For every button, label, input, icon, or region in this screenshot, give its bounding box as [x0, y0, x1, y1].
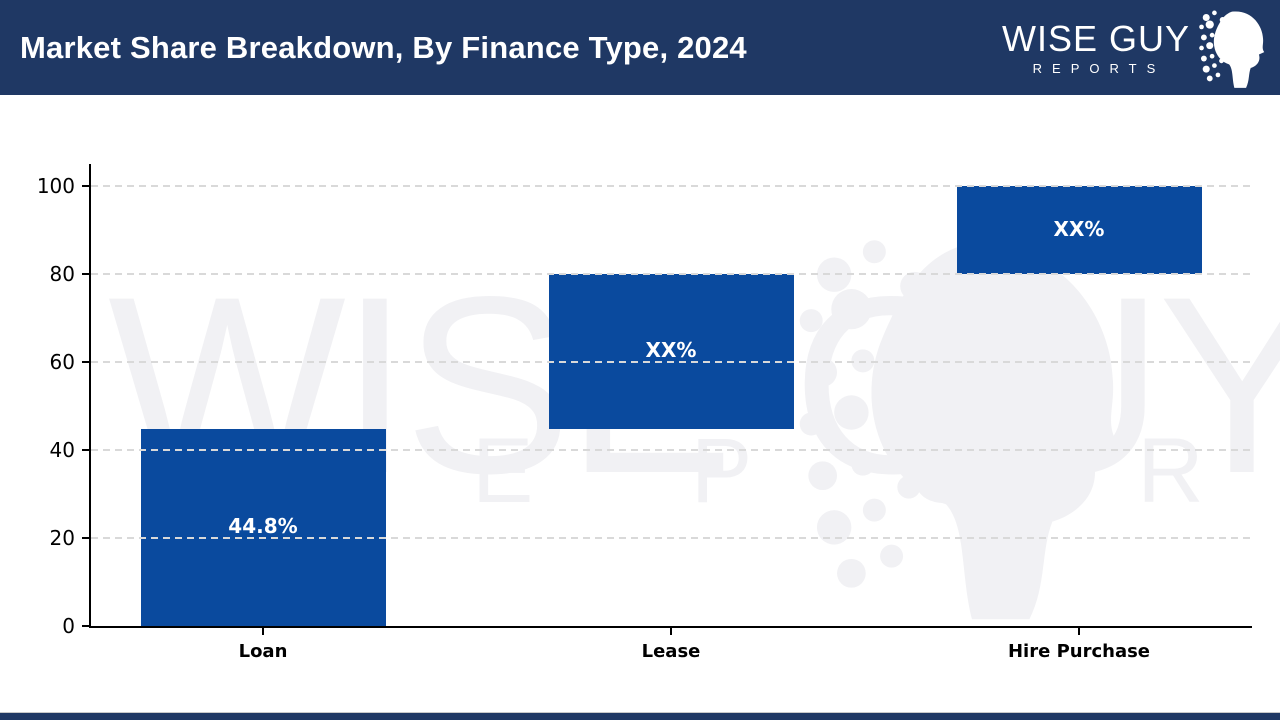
- bar-loan: [140, 428, 386, 626]
- y-tick-label: 0: [62, 614, 75, 638]
- gridline: [91, 536, 1252, 539]
- y-tick-label: 20: [49, 525, 75, 550]
- y-tick-label: 60: [49, 349, 75, 374]
- x-tick-mark: [262, 628, 264, 635]
- bar-value-label: XX%: [1053, 216, 1105, 241]
- header: Market Share Breakdown, By Finance Type,…: [0, 0, 1280, 95]
- y-tick-mark: [82, 272, 89, 275]
- plot-area: 0 20 40 60 80 100 44.8% XX% XX% Loan Lease Hire Pur…: [37, 164, 1252, 662]
- y-tick-mark: [82, 360, 89, 363]
- y-tick-mark: [82, 536, 89, 539]
- y-tick-mark: [82, 625, 89, 627]
- bar-value-label: XX%: [645, 338, 697, 363]
- x-tick-label-lease: Lease: [641, 641, 701, 662]
- brand-name: WISE GUY: [1001, 17, 1190, 59]
- brand-head-icon: [1199, 10, 1265, 88]
- gridline: [91, 448, 1252, 451]
- x-tick-mark: [670, 628, 672, 635]
- bar-value-label: 44.8%: [228, 514, 298, 539]
- brand-logo-text: WISE GUY REPORTS: [1001, 17, 1190, 76]
- bar-hire-purchase: [956, 185, 1202, 274]
- x-tick-mark: [1078, 628, 1080, 635]
- gridline: [91, 272, 1252, 275]
- brand-logo: WISE GUY REPORTS: [1002, 7, 1270, 89]
- x-tick-label-hire-purchase: Hire Purchase: [1007, 641, 1151, 662]
- watermark-head-icon: [799, 240, 1119, 620]
- page-title: Market Share Breakdown, By Finance Type,…: [20, 29, 747, 65]
- bar-lease: [548, 273, 794, 429]
- y-tick-label: 100: [36, 173, 75, 198]
- y-tick-mark: [82, 448, 89, 451]
- y-tick-label: 40: [49, 437, 75, 462]
- y-tick-mark: [82, 184, 89, 187]
- gridline: [91, 184, 1252, 187]
- brand-subtitle: REPORTS: [1032, 60, 1166, 76]
- y-tick-label: 80: [49, 261, 75, 286]
- footer-bar: [0, 712, 1280, 720]
- x-tick-label-loan: Loan: [238, 641, 288, 662]
- gridline: [91, 360, 1252, 363]
